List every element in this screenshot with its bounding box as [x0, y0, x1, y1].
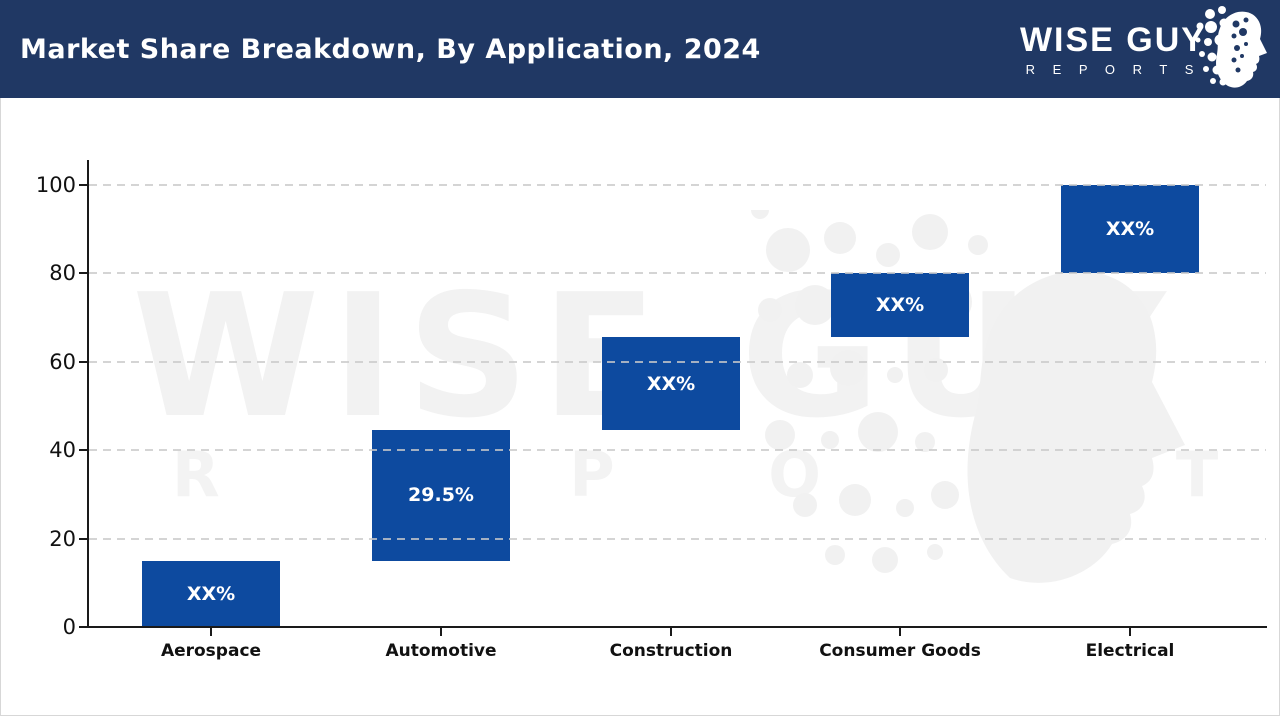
y-tick-mark-0 — [79, 626, 88, 628]
y-tick-label-40: 40 — [49, 438, 76, 463]
brand-logo-text: WISE GUY R E P O R T S — [1020, 21, 1206, 77]
x-category-label-construction: Construction — [609, 641, 733, 661]
y-tick-mark-100 — [79, 184, 88, 186]
bar-electrical[interactable]: XX% — [1061, 185, 1199, 274]
x-axis-line — [87, 626, 1267, 628]
bar-value-label: XX% — [646, 372, 696, 395]
y-tick-label-100: 100 — [35, 173, 76, 197]
page-title: Market Share Breakdown, By Application, … — [20, 33, 761, 65]
y-tick-mark-20 — [79, 537, 88, 540]
bar-aerospace[interactable]: XX% — [142, 560, 280, 627]
bar-value-label: XX% — [875, 294, 925, 317]
y-tick-mark-80 — [79, 272, 88, 275]
x-tick-mark-4 — [899, 628, 901, 636]
bar-value-label: XX% — [186, 582, 236, 605]
bar-construction[interactable]: XX% — [602, 337, 740, 431]
gridline-80 — [89, 272, 1266, 275]
y-axis-line — [87, 160, 89, 628]
y-tick-label-80: 80 — [49, 261, 76, 286]
bar-value-label: XX% — [1105, 218, 1155, 241]
brand-head-icon — [1190, 2, 1268, 96]
y-tick-label-20: 20 — [49, 526, 76, 551]
gridline-20 — [89, 537, 1266, 540]
x-tick-mark-2 — [440, 628, 442, 636]
brand-name: WISE GUY — [1019, 21, 1206, 59]
gridline-100 — [89, 184, 1266, 186]
x-category-label-automotive: Automotive — [385, 641, 497, 661]
y-tick-label-60: 60 — [49, 349, 76, 374]
brand-subtitle: R E P O R T S — [1025, 62, 1201, 77]
header-band: Market Share Breakdown, By Application, … — [0, 0, 1280, 98]
y-tick-mark-40 — [79, 449, 88, 452]
x-tick-mark-1 — [210, 628, 212, 636]
brand-logo: WISE GUY R E P O R T S — [1020, 4, 1268, 94]
x-tick-mark-3 — [670, 628, 672, 636]
bar-consumer-goods[interactable]: XX% — [831, 273, 969, 338]
x-tick-mark-5 — [1129, 628, 1131, 636]
gridline-60 — [89, 360, 1266, 363]
x-category-label-electrical: Electrical — [1085, 641, 1175, 661]
bar-value-label: 29.5% — [408, 484, 474, 507]
y-tick-label-0: 0 — [62, 615, 76, 639]
gridline-40 — [89, 449, 1266, 452]
x-category-label-aerospace: Aerospace — [160, 641, 262, 661]
y-tick-mark-60 — [79, 360, 88, 363]
x-category-label-consumer-goods: Consumer Goods — [819, 641, 981, 661]
